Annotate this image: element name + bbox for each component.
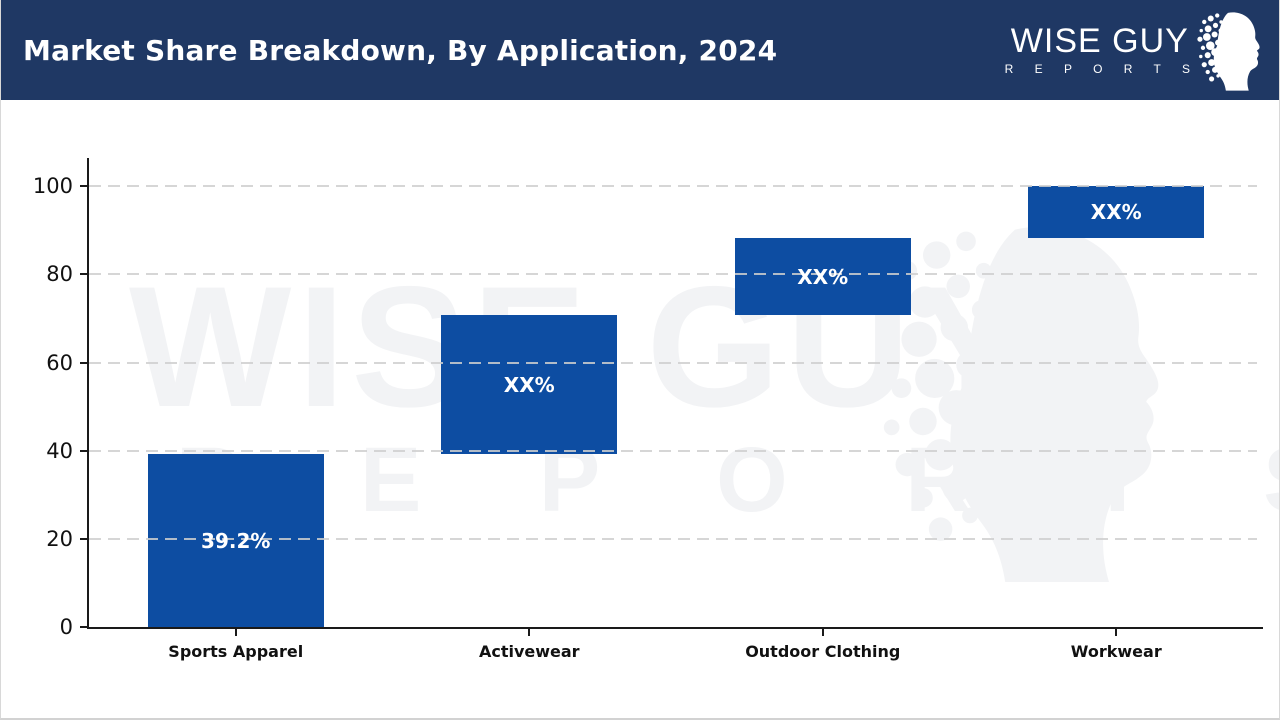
wise-guy-reports-logo: WISE GUY R E P O R T S	[1001, 9, 1261, 91]
y-tick	[80, 449, 87, 452]
x-tick	[528, 629, 531, 636]
x-tick	[821, 629, 824, 636]
bar	[441, 315, 618, 455]
bar-value-label: XX%	[503, 372, 555, 397]
x-category-label: Activewear	[478, 642, 580, 661]
gridline	[89, 185, 1257, 188]
x-tick	[1115, 629, 1118, 636]
x-category-label: Sports Apparel	[168, 642, 304, 661]
y-tick	[80, 361, 87, 364]
x-tick	[234, 629, 237, 636]
bar	[1028, 186, 1205, 239]
y-tick-label: 20	[46, 526, 73, 551]
gridline	[89, 449, 1257, 452]
y-tick	[80, 185, 87, 188]
x-category-label: Outdoor Clothing	[745, 642, 901, 661]
y-tick-label: 60	[46, 350, 73, 375]
logo-face-icon	[1195, 9, 1261, 91]
header: Market Share Breakdown, By Application, …	[1, 0, 1279, 100]
y-tick-label: 100	[32, 174, 73, 199]
x-axis	[87, 627, 1263, 629]
bar-value-label: XX%	[797, 264, 849, 289]
gridline	[89, 537, 1257, 540]
y-tick	[80, 626, 87, 628]
logo-text: WISE GUY R E P O R T S	[1001, 24, 1199, 76]
y-tick-label: 40	[46, 438, 73, 463]
y-tick	[80, 537, 87, 540]
bar-value-label: XX%	[1090, 200, 1142, 225]
y-tick-label: 0	[59, 615, 73, 639]
logo-name: WISE GUY	[1010, 22, 1189, 60]
gridline	[89, 361, 1257, 364]
y-tick	[80, 273, 87, 276]
plot-area: 0 20 40 60 80 100 39.2% Sports Apparel XX% Active…	[33, 158, 1263, 661]
bar-value-label: 39.2%	[201, 528, 271, 553]
y-tick-label: 80	[46, 262, 73, 287]
y-axis	[87, 158, 89, 627]
logo-subtitle: R E P O R T S	[1004, 62, 1199, 76]
bar	[734, 238, 911, 316]
gridline	[89, 273, 1257, 276]
page-title: Market Share Breakdown, By Application, …	[23, 33, 778, 67]
bar	[147, 454, 324, 627]
x-category-label: Workwear	[1070, 642, 1162, 661]
